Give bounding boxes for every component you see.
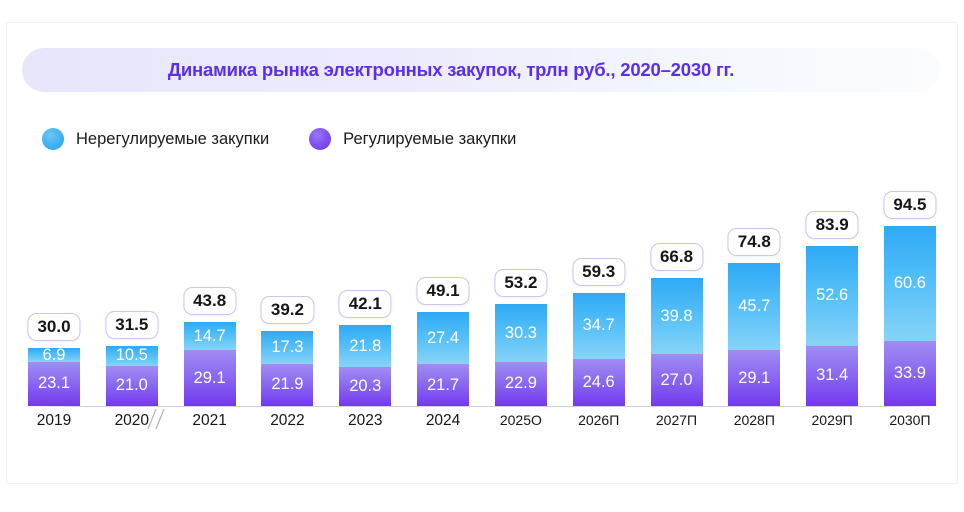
bar-segment-value: 60.6 bbox=[893, 273, 926, 292]
bar-segment-regulated[interactable]: 29.1 bbox=[728, 350, 781, 406]
x-axis-labels: 2019 2020 2021 2022 2023 2024 2025О 2026П 2027П 2… bbox=[22, 412, 942, 430]
bar-segment-regulated[interactable]: 31.4 bbox=[806, 345, 859, 406]
circle-marker-icon bbox=[42, 128, 64, 150]
bar-total-badge: 42.1 bbox=[338, 290, 392, 319]
bar-segment-value: 21.0 bbox=[115, 376, 148, 395]
bar-segment-value: 45.7 bbox=[738, 297, 771, 316]
bar-segment-value: 23.1 bbox=[37, 374, 71, 393]
x-axis-label: 2023 bbox=[348, 412, 383, 429]
x-axis-label: 2025О bbox=[499, 412, 542, 428]
bar-column[interactable]: 53.2 30.3 22.9 bbox=[494, 269, 548, 406]
bar-segment-value: 17.3 bbox=[271, 338, 304, 357]
bar-segment-value: 21.9 bbox=[271, 375, 304, 394]
x-axis-label: 2027П bbox=[655, 412, 698, 428]
bar-segment-value: 29.1 bbox=[738, 368, 771, 387]
bar-column[interactable]: 49.1 27.4 21.7 bbox=[416, 277, 470, 406]
bar-segment-value: 21.8 bbox=[349, 336, 382, 355]
legend-label-regulated: Регулируемые закупки bbox=[343, 129, 517, 148]
x-axis-label: 2019 bbox=[36, 412, 72, 429]
x-axis-label: 2029П bbox=[811, 412, 853, 428]
bar-segment-value: 21.7 bbox=[427, 375, 460, 394]
bar-segment-value: 10.5 bbox=[115, 346, 148, 365]
bar-column[interactable]: 43.8 14.7 29.1 bbox=[183, 287, 237, 406]
bar-total-badge: 39.2 bbox=[260, 295, 314, 324]
chart-title-banner: Динамика рынка электронных закупок, трлн… bbox=[22, 48, 940, 92]
bar-total-badge: 49.1 bbox=[416, 277, 470, 306]
bar-segment-value: 33.9 bbox=[893, 363, 926, 382]
bar-segment-regulated[interactable]: 29.1 bbox=[183, 350, 236, 406]
bar-total-badge: 83.9 bbox=[805, 210, 859, 239]
x-axis-label: 2020 bbox=[114, 412, 150, 429]
bar-column[interactable]: 42.1 21.8 20.3 bbox=[338, 290, 392, 406]
bar-total-badge: 30.0 bbox=[27, 313, 81, 342]
bar-segment-regulated[interactable]: 21.7 bbox=[417, 364, 470, 406]
page-title: Динамика рынка электронных закупок, трлн… bbox=[167, 59, 735, 80]
bar-total-badge: 74.8 bbox=[727, 228, 781, 257]
bar-total-badge: 31.5 bbox=[105, 310, 159, 339]
bar-total-badge: 43.8 bbox=[183, 287, 237, 316]
legend-item-regulated[interactable]: Регулируемые закупки bbox=[309, 128, 516, 150]
bar-segment-value: 31.4 bbox=[816, 366, 849, 385]
bar-segment-regulated[interactable]: 22.9 bbox=[494, 361, 547, 406]
bar-segment-value: 52.6 bbox=[816, 286, 849, 305]
bar-segment-value: 24.6 bbox=[582, 372, 615, 391]
x-axis-label: 2026П bbox=[578, 412, 620, 428]
x-axis-label: 2030П bbox=[889, 412, 931, 428]
bar-segment-unregulated[interactable]: 14.7 bbox=[183, 322, 236, 351]
x-axis-label: 2024 bbox=[425, 412, 461, 429]
bar-column[interactable]: 39.2 17.3 21.9 bbox=[260, 295, 314, 406]
bar-segment-value: 39.8 bbox=[660, 306, 693, 325]
bar-segment-unregulated[interactable]: 30.3 bbox=[494, 304, 547, 362]
bar-column[interactable]: 30.0 6.9 23.1 bbox=[27, 313, 81, 406]
bar-total-badge: 66.8 bbox=[649, 243, 704, 272]
bar-segment-value: 6.9 bbox=[42, 348, 66, 362]
bar-segment-unregulated[interactable]: 34.7 bbox=[572, 292, 625, 359]
bar-column[interactable]: 59.3 34.7 24.6 bbox=[572, 257, 626, 406]
bar-segment-value: 34.7 bbox=[582, 316, 615, 335]
bar-segment-regulated[interactable]: 23.1 bbox=[28, 361, 80, 406]
x-axis-line bbox=[30, 405, 938, 407]
bar-column[interactable]: 31.5 10.5 21.0 bbox=[105, 310, 159, 406]
bar-segment-value: 27.4 bbox=[427, 328, 460, 347]
bar-total-badge: 94.5 bbox=[883, 190, 937, 219]
plot-area: 30.0 6.9 23.1 31.5 10.5 21.0 43.8 14.7 29.1 39.2 1… bbox=[22, 175, 942, 430]
bar-segment-regulated[interactable]: 20.3 bbox=[339, 366, 392, 406]
legend-label-unregulated: Нерегулируемые закупки bbox=[76, 129, 270, 148]
bar-column[interactable]: 94.5 60.6 33.9 bbox=[883, 190, 937, 406]
x-axis-label: 2028П bbox=[733, 412, 775, 428]
bar-segment-regulated[interactable]: 24.6 bbox=[572, 358, 625, 406]
bar-segment-unregulated[interactable]: 6.9 bbox=[28, 348, 80, 362]
bar-segment-value: 20.3 bbox=[349, 376, 382, 395]
bar-segment-regulated[interactable]: 33.9 bbox=[883, 340, 936, 406]
bar-segment-value: 27.0 bbox=[660, 370, 693, 389]
bar-segment-regulated[interactable]: 21.0 bbox=[105, 365, 158, 406]
bar-total-badge: 59.3 bbox=[572, 257, 626, 286]
bar-segment-value: 29.1 bbox=[193, 368, 226, 387]
bar-segment-regulated[interactable]: 27.0 bbox=[650, 354, 703, 406]
bar-segment-value: 30.3 bbox=[504, 323, 537, 342]
bar-segment-value: 22.9 bbox=[504, 374, 537, 393]
x-axis-label: 2022 bbox=[270, 412, 305, 429]
x-axis-label: 2021 bbox=[192, 412, 227, 429]
bar-total-badge: 53.2 bbox=[494, 269, 548, 298]
bar-segment-regulated[interactable]: 21.9 bbox=[261, 363, 314, 406]
legend-item-unregulated[interactable]: Нерегулируемые закупки bbox=[42, 128, 269, 150]
bar-segment-value: 14.7 bbox=[193, 326, 226, 345]
bar-segment-unregulated[interactable]: 17.3 bbox=[261, 330, 314, 364]
bar-segment-unregulated[interactable]: 27.4 bbox=[417, 312, 470, 365]
bar-segment-unregulated[interactable]: 60.6 bbox=[883, 225, 936, 341]
bar-segment-unregulated[interactable]: 21.8 bbox=[339, 325, 392, 367]
bar-segment-unregulated[interactable]: 39.8 bbox=[650, 278, 703, 355]
bar-segment-unregulated[interactable]: 10.5 bbox=[105, 345, 158, 366]
bar-column[interactable]: 83.9 52.6 31.4 bbox=[805, 210, 859, 406]
chart-card bbox=[6, 22, 958, 484]
chart-legend: Нерегулируемые закупки Регулируемые заку… bbox=[42, 128, 516, 150]
circle-marker-icon bbox=[309, 128, 332, 150]
bar-column[interactable]: 66.8 39.8 27.0 bbox=[649, 243, 704, 406]
bar-segment-unregulated[interactable]: 52.6 bbox=[806, 245, 859, 346]
bar-segment-unregulated[interactable]: 45.7 bbox=[728, 263, 781, 351]
bar-series-group: 30.0 6.9 23.1 31.5 10.5 21.0 43.8 14.7 29.1 39.2 1… bbox=[22, 175, 942, 406]
bar-column[interactable]: 74.8 45.7 29.1 bbox=[727, 228, 781, 406]
